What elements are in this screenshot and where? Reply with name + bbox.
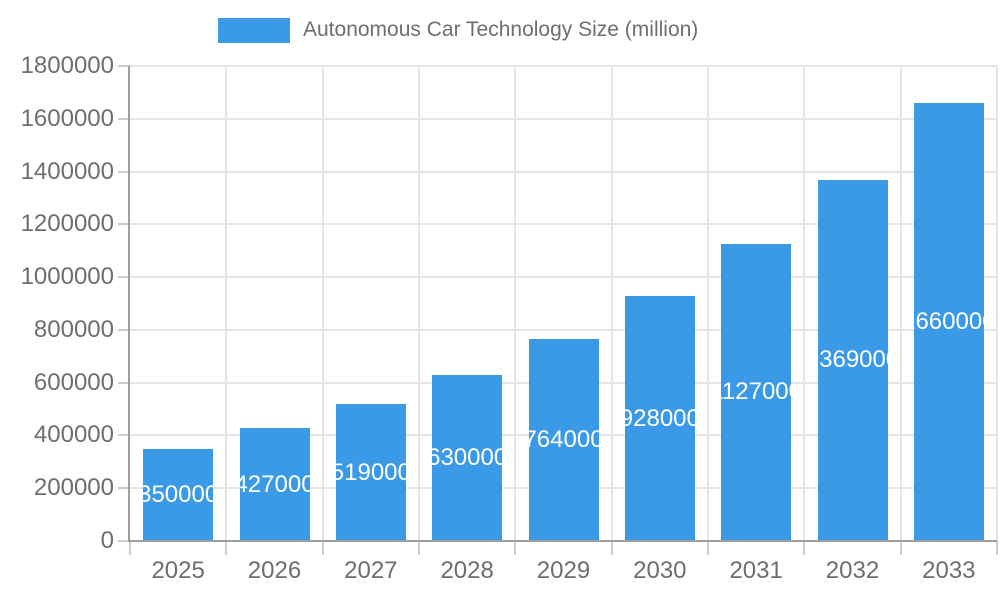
x-axis-tick <box>996 541 998 555</box>
bar[interactable]: 350000 <box>143 448 214 541</box>
y-axis-tick-label: 400000 <box>33 421 114 449</box>
grid-line-horizontal <box>130 117 997 120</box>
x-axis-tick-label: 2032 <box>825 557 880 584</box>
y-axis-tick <box>118 223 130 226</box>
y-axis-tick-label: 1400000 <box>20 157 114 185</box>
grid-line-vertical <box>514 66 517 541</box>
grid-line-horizontal <box>130 276 997 279</box>
y-axis-tick-label: 800000 <box>33 315 114 343</box>
grid-line-vertical <box>225 66 228 541</box>
y-axis-tick <box>118 434 130 437</box>
x-axis-tick-label: 2033 <box>922 557 976 584</box>
x-axis-tick-label: 2028 <box>440 557 494 584</box>
x-axis-tick-label: 2027 <box>344 557 398 584</box>
grid-line-vertical <box>418 66 420 541</box>
bar[interactable]: 427000 <box>239 428 310 541</box>
y-axis-tick-label: 1200000 <box>20 210 114 238</box>
y-axis-tick-label: 1800000 <box>20 52 114 79</box>
bar-value-label: 1369000 <box>818 346 888 374</box>
chart-legend-item[interactable]: Autonomous Car Technology Size (million) <box>218 17 698 43</box>
grid-line-horizontal <box>130 328 997 331</box>
x-axis-tick-label: 2025 <box>151 557 205 584</box>
bar[interactable]: 630000 <box>432 374 503 541</box>
bar-value-label: 350000 <box>143 480 214 508</box>
y-axis-tick-label: 600000 <box>33 368 114 396</box>
y-axis-tick-label: 1000000 <box>20 263 114 291</box>
bar[interactable]: 519000 <box>335 404 406 541</box>
bar-value-label: 764000 <box>528 426 599 454</box>
y-axis-tick-label: 200000 <box>33 474 114 502</box>
x-axis-tick-label: 2029 <box>536 557 591 584</box>
x-axis-tick <box>418 541 420 555</box>
bar[interactable]: 1369000 <box>817 179 888 541</box>
x-axis-tick <box>129 541 131 555</box>
y-axis-tick <box>118 328 130 331</box>
x-axis-tick <box>225 541 228 555</box>
grid-line-vertical <box>321 66 324 541</box>
bar-value-label: 519000 <box>335 458 406 486</box>
bar[interactable]: 1660000 <box>913 102 984 541</box>
y-axis-tick <box>118 381 130 384</box>
x-axis-line <box>128 540 997 542</box>
y-axis-tick <box>118 65 130 67</box>
bar-value-label: 1660000 <box>914 307 984 335</box>
y-axis-tick <box>118 276 130 279</box>
grid-line-horizontal <box>130 170 997 173</box>
x-axis-tick-label: 2031 <box>729 557 783 584</box>
y-axis-tick-label: 0 <box>100 527 114 554</box>
x-axis-tick <box>610 541 613 555</box>
bar-value-label: 630000 <box>432 443 503 471</box>
y-axis-tick <box>118 540 130 542</box>
bar[interactable]: 928000 <box>624 296 695 541</box>
y-axis-tick <box>118 487 130 490</box>
x-axis-tick <box>707 541 709 555</box>
legend-swatch-icon <box>218 17 290 43</box>
x-axis-tick <box>514 541 517 555</box>
x-axis-tick-label: 2026 <box>247 557 302 584</box>
plot-area: 350000 427000 519000 630000 764000 928000 1127… <box>128 65 998 542</box>
y-axis-tick <box>118 170 130 173</box>
grid-line-horizontal <box>130 65 997 67</box>
bar-value-label: 928000 <box>624 404 695 432</box>
grid-line-horizontal <box>130 223 997 226</box>
x-axis-tick-label: 2030 <box>633 557 687 584</box>
grid-line-vertical <box>899 66 902 541</box>
y-axis-tick-label: 1600000 <box>20 104 114 132</box>
x-axis-tick <box>321 541 324 555</box>
bar[interactable]: 1127000 <box>721 243 792 541</box>
x-axis-tick <box>899 541 902 555</box>
bar-value-label: 1127000 <box>721 378 791 406</box>
x-axis-tick <box>803 541 806 555</box>
grid-line-vertical <box>610 66 613 541</box>
y-axis-line <box>128 66 130 541</box>
bar[interactable]: 764000 <box>528 339 599 541</box>
grid-line-vertical <box>707 66 709 541</box>
legend-label: Autonomous Car Technology Size (million) <box>303 18 699 41</box>
grid-line-vertical <box>996 66 998 541</box>
y-axis-tick <box>118 117 130 120</box>
bar-value-label: 427000 <box>239 470 310 498</box>
grid-line-vertical <box>803 66 806 541</box>
